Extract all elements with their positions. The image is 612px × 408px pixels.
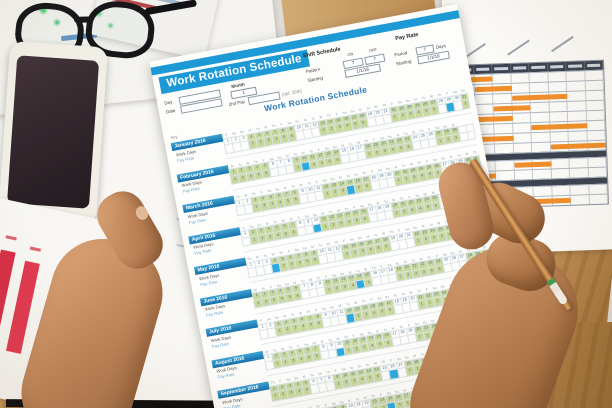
period-label: Period [393,50,408,58]
shift-starting-label: Starting [307,75,324,83]
second-pay-label: 2nd Pay [228,98,246,107]
day-label: Day [163,99,173,106]
glasses-bridge [73,16,92,23]
key-label: Key [170,133,179,141]
shift-schedule-title: Shift Schedule [302,46,342,60]
on-label: ON [347,52,354,58]
off-label: OFF [368,47,378,54]
phone-screen [7,55,100,209]
pay-rate-title: Pay Rate [394,31,419,43]
smartphone [0,40,109,226]
pattern-label: Pattern [305,66,321,75]
period-unit: Days [435,43,447,50]
date-label: Date [165,107,176,115]
pay-starting-label: Starting [395,58,412,67]
